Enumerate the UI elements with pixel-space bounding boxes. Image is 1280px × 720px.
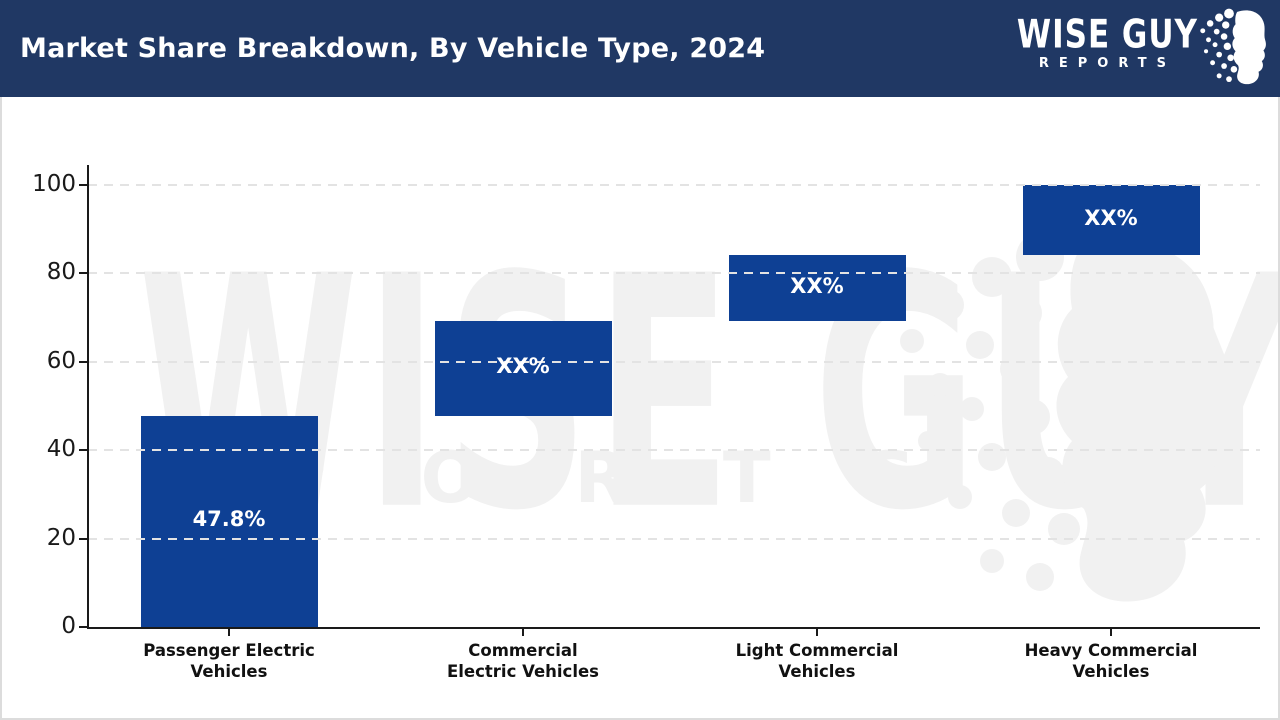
- y-axis-tick-label: 80: [46, 259, 76, 286]
- y-axis-tick: [79, 537, 87, 540]
- bar-light-commercial-vehicles: [728, 255, 906, 322]
- header-bar: Market Share Breakdown, By Vehicle Type,…: [0, 0, 1280, 97]
- x-axis-tick: [1110, 628, 1112, 636]
- y-axis-tick: [79, 626, 87, 628]
- bar-value-label: 47.8%: [192, 507, 266, 532]
- x-axis-tick: [816, 628, 818, 636]
- gridline-100: [88, 183, 1260, 186]
- logo-subtitle: REPORTS: [1038, 56, 1177, 71]
- x-axis-category-label: Light Commercial Vehicles: [735, 641, 899, 681]
- y-axis-tick-label: 100: [32, 170, 76, 197]
- x-axis-category-label: Commercial Electric Vehicles: [446, 641, 599, 681]
- y-axis-tick-label: 0: [61, 613, 76, 639]
- wiseguy-logo: WISE GUY REPORTS: [1017, 0, 1272, 97]
- page-title: Market Share Breakdown, By Vehicle Type,…: [20, 33, 766, 64]
- wiseguy-face-icon: [1188, 6, 1270, 90]
- bar-value-label: XX%: [1084, 206, 1138, 231]
- wiseguy-logo-text: WISE GUY REPORTS: [1016, 12, 1198, 71]
- y-axis-tick-label: 60: [46, 347, 76, 374]
- bar-value-label: XX%: [790, 274, 844, 299]
- gridline-60: [88, 360, 1260, 363]
- x-axis-tick: [228, 628, 230, 636]
- y-axis-tick: [79, 272, 87, 275]
- y-axis-tick-label: 40: [46, 436, 76, 463]
- logo-wordmark: WISE GUY: [1016, 12, 1198, 58]
- x-axis-category-label: Passenger Electric Vehicles: [143, 641, 315, 681]
- gridline-80: [88, 272, 1260, 275]
- y-axis-tick: [79, 183, 87, 186]
- bar-value-label: XX%: [496, 354, 550, 379]
- x-axis-tick: [522, 628, 524, 636]
- y-axis-tick: [79, 449, 87, 452]
- gridline-40: [88, 449, 1260, 452]
- y-axis-line: [87, 165, 89, 629]
- y-axis-tick: [79, 360, 87, 363]
- x-axis-category-label: Heavy Commercial Vehicles: [1024, 641, 1198, 681]
- y-axis-tick-label: 20: [46, 524, 76, 551]
- watermark-text-reports: P O R T S: [275, 437, 951, 519]
- x-axis-line: [87, 627, 1260, 629]
- gridline-20: [88, 537, 1260, 540]
- bar-commercial-electric-vehicles: [434, 321, 612, 416]
